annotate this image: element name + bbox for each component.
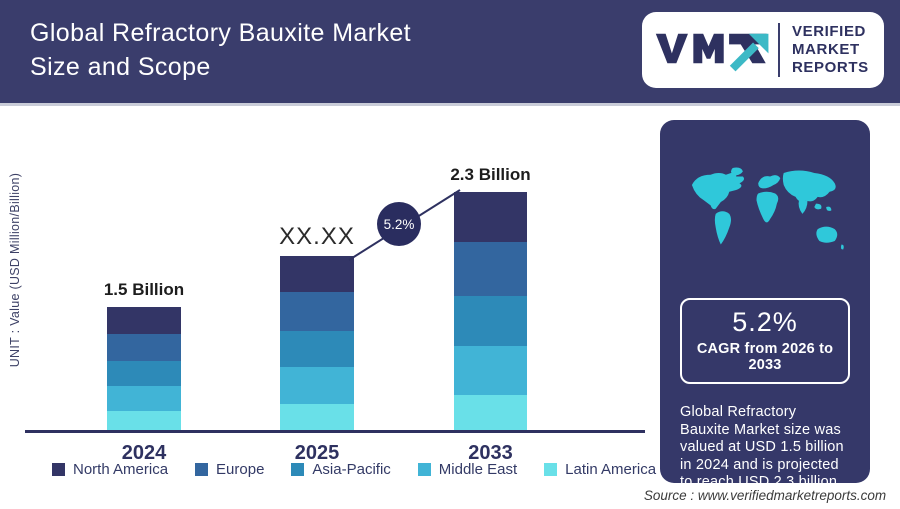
bar-segment-europe [280, 292, 354, 331]
bar-segment-middle-east [280, 367, 354, 404]
logo-divider [778, 23, 780, 77]
header-divider-line [0, 103, 900, 106]
stacked-bar-2024 [107, 307, 181, 430]
header-band: Global Refractory Bauxite Market Size an… [0, 0, 900, 103]
legend-label: Asia-Pacific [312, 461, 391, 478]
bar-segment-north-america [107, 307, 181, 334]
cagr-box: 5.2% CAGR from 2026 to 2033 [680, 298, 850, 384]
stacked-bar-2025 [280, 256, 354, 430]
summary-card: 5.2% CAGR from 2026 to 2033 Global Refra… [660, 120, 870, 508]
growth-percent-label: 5.2% [384, 217, 415, 232]
legend-swatch-icon [417, 463, 431, 476]
world-map-icon [680, 134, 850, 292]
vmr-logo: VERIFIED MARKET REPORTS [642, 12, 884, 88]
legend-swatch-icon [52, 463, 65, 476]
chart-legend: North America Europe Asia-Pacific Middle Ea… [52, 461, 656, 478]
logo-wordmark: VERIFIED MARKET REPORTS [792, 23, 869, 77]
page-title: Global Refractory Bauxite Market Size an… [30, 16, 411, 84]
legend-item-north-america: North America [52, 461, 168, 478]
cagr-caption: CAGR from 2026 to 2033 [696, 341, 834, 373]
x-axis-line [25, 430, 645, 433]
bar-segment-latin-america [107, 411, 181, 430]
legend-label: Middle East [438, 461, 518, 478]
bar-total-label-2033: 2.3 Billion [450, 165, 531, 184]
bar-segment-asia-pacific [280, 331, 354, 367]
x-axis-tick-2024: 2024 [121, 442, 167, 464]
legend-label: Latin America [565, 461, 657, 478]
bar-segment-europe [454, 242, 527, 296]
legend-item-europe: Europe [195, 461, 264, 478]
bar-segment-middle-east [107, 386, 181, 411]
bar-segment-asia-pacific [107, 361, 181, 386]
x-axis-tick-2033: 2033 [468, 442, 513, 464]
bar-segment-latin-america [454, 395, 527, 430]
x-axis-tick-2025: 2025 [294, 442, 340, 464]
logo-word-reports: REPORTS [792, 59, 869, 76]
legend-label: Europe [216, 461, 265, 478]
logo-word-verified: VERIFIED [792, 23, 866, 40]
source-attribution: Source : www.verifiedmarketreports.com [643, 488, 887, 503]
legend-item-asia-pacific: Asia-Pacific [291, 461, 391, 478]
legend-item-latin-america: Latin America [544, 461, 656, 478]
y-axis-label: UNIT : Value (USD Million/Billion) [8, 172, 22, 368]
bar-segment-middle-east [454, 346, 527, 395]
bar-segment-europe [107, 334, 181, 361]
legend-item-middle-east: Middle East [417, 461, 518, 478]
market-summary-text: Global Refractory Bauxite Market size wa… [680, 404, 844, 508]
growth-circle [377, 202, 421, 246]
logo-word-market: MARKET [792, 41, 860, 58]
stacked-bar-2033 [454, 192, 527, 430]
bar-segment-asia-pacific [454, 296, 527, 346]
legend-swatch-icon [195, 463, 209, 476]
legend-swatch-icon [544, 463, 558, 476]
legend-swatch-icon [291, 463, 305, 476]
bar-segment-north-america [280, 256, 354, 292]
legend-label: North America [73, 461, 169, 478]
bar-total-label-2025: XX.XX [279, 223, 355, 250]
bar-total-label-2024: 1.5 Billion [103, 280, 185, 299]
page-title-line1: Global Refractory Bauxite Market [30, 19, 412, 47]
growth-connector-line [348, 189, 461, 261]
vmr-logo-icon [654, 21, 772, 80]
page-title-line2: Size and Scope [30, 53, 211, 81]
cagr-value: 5.2% [732, 307, 798, 337]
bar-segment-north-america [454, 192, 527, 242]
bar-segment-latin-america [280, 404, 354, 430]
